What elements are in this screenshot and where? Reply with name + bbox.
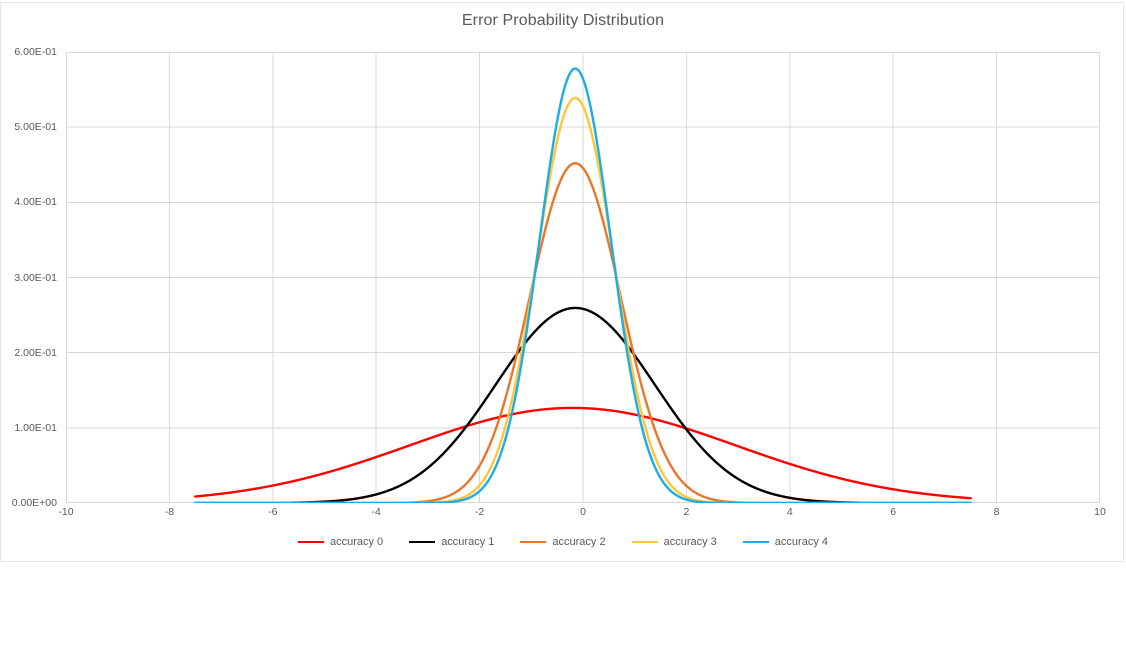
series-line-accuracy-3 <box>194 96 972 503</box>
x-axis-tick-label: 6 <box>890 506 897 518</box>
legend-item[interactable]: accuracy 4 <box>742 536 828 548</box>
legend-label: accuracy 2 <box>552 536 606 548</box>
x-axis-tick-label: -10 <box>58 506 74 518</box>
plot-border <box>66 52 1100 503</box>
x-axis-tick-label: -2 <box>474 506 485 518</box>
chart-title: Error Probability Distribution <box>461 12 665 29</box>
legend-label: accuracy 0 <box>329 536 384 548</box>
series-line-accuracy-0 <box>194 406 972 500</box>
legend-color-swatch <box>297 540 324 544</box>
y-axis-tick-label: 3.00E-01 <box>14 271 57 284</box>
x-axis-tick-label: -6 <box>268 506 278 518</box>
legend-color-swatch <box>409 540 436 544</box>
y-axis-tick-label: 0.00E+00 <box>11 497 57 509</box>
legend-color-swatch <box>631 540 658 544</box>
y-axis-tick-label: 4.00E-01 <box>14 196 57 209</box>
x-axis-tick-label: -4 <box>371 506 381 518</box>
legend-item[interactable]: accuracy 1 <box>409 536 494 548</box>
chart-legend: accuracy 0 accuracy 1 accuracy 2 accuracy 3… <box>0 536 1126 548</box>
x-axis-tick-label: 10 <box>1094 506 1106 518</box>
x-axis-tick-label: 0 <box>580 506 586 518</box>
legend-color-swatch <box>520 540 547 544</box>
legend-label: accuracy 3 <box>663 536 717 548</box>
y-axis-tick-label: 5.00E-01 <box>14 121 57 134</box>
x-axis-tick-label: -8 <box>164 506 175 518</box>
x-axis-tick-label: 4 <box>786 506 793 518</box>
legend-label: accuracy 4 <box>774 536 828 548</box>
legend-item[interactable]: accuracy 3 <box>631 536 717 548</box>
x-axis-tick-label: 2 <box>683 506 690 518</box>
y-axis-tick-label: 6.00E-01 <box>14 46 57 58</box>
x-axis-tick-labels: -10 -8 -6 -4 -2 0 2 4 6 8 10 <box>58 506 1105 526</box>
legend-item[interactable]: accuracy 2 <box>520 536 606 548</box>
legend-item[interactable]: accuracy 0 <box>297 536 384 548</box>
y-axis-tick-label: 1.00E-01 <box>14 421 57 434</box>
y-axis-tick-labels: 6.00E-01 5.00E-01 4.00E-01 3.00E-01 2.00E-01… <box>0 0 64 560</box>
series-line-accuracy-2 <box>194 162 972 503</box>
plot-area <box>66 52 1100 503</box>
series-line-accuracy-4 <box>194 67 972 503</box>
chart-canvas <box>66 52 1100 503</box>
x-axis-tick-label: 8 <box>993 506 1000 518</box>
legend-color-swatch <box>742 540 769 544</box>
y-axis-tick-label: 2.00E-01 <box>14 346 57 359</box>
legend-label: accuracy 1 <box>441 536 495 548</box>
